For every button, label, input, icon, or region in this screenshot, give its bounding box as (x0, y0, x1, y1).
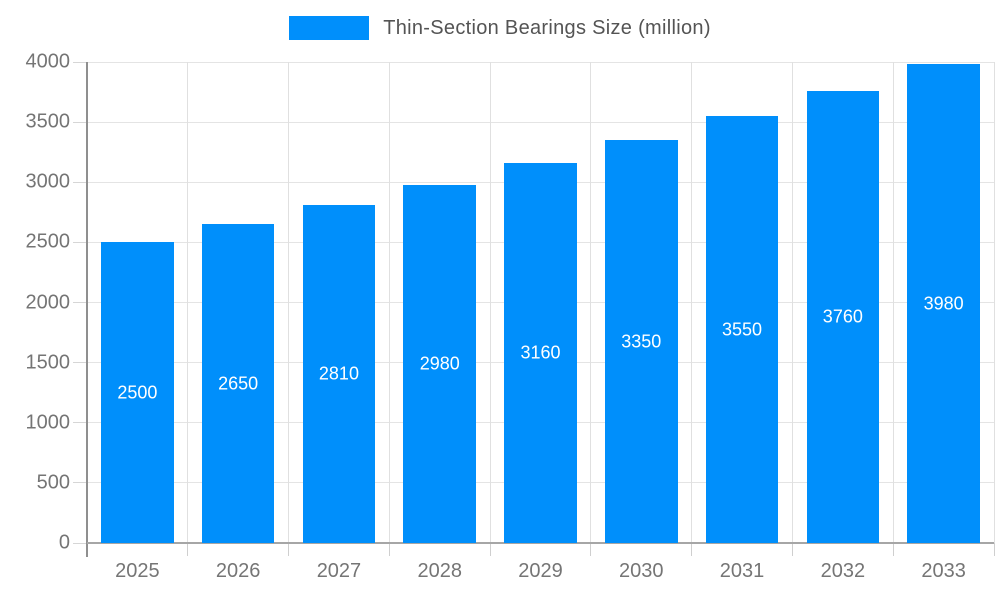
x-axis-tick-label: 2026 (215, 560, 261, 582)
x-axis-line (87, 542, 994, 544)
x-gridline (691, 62, 693, 543)
x-gridline (791, 62, 793, 543)
x-gridline (288, 62, 290, 543)
x-axis-tick (892, 543, 894, 556)
bar[interactable] (907, 64, 980, 543)
bar-value-label: 2980 (419, 353, 460, 374)
y-axis-tick (73, 61, 87, 63)
y-axis-tick-label: 2500 (25, 230, 71, 253)
bar[interactable] (705, 116, 779, 543)
bar[interactable] (806, 90, 880, 543)
x-gridline (187, 62, 189, 543)
bar-value-label: 3350 (621, 331, 662, 352)
x-gridline (892, 62, 894, 543)
y-axis-tick (73, 362, 87, 364)
bar[interactable] (403, 184, 476, 543)
x-axis-tick (489, 543, 491, 556)
bar[interactable] (201, 224, 275, 543)
y-axis-tick (73, 181, 87, 183)
bar-value-label: 2500 (117, 382, 158, 403)
y-axis-tick (73, 241, 87, 243)
y-gridline (87, 61, 994, 63)
y-axis-tick (73, 302, 87, 303)
y-axis-tick-label: 1500 (25, 351, 71, 374)
x-axis-tick (993, 543, 995, 556)
bar[interactable] (302, 205, 376, 543)
x-axis-tick-label: 2029 (518, 560, 563, 582)
bar[interactable] (101, 242, 174, 543)
x-axis-tick (691, 543, 693, 556)
legend-swatch (289, 16, 370, 40)
x-axis-tick-label: 2027 (316, 560, 362, 582)
y-axis-tick-label: 2000 (25, 291, 71, 313)
bar-value-label: 2810 (318, 363, 359, 384)
x-axis-tick (187, 543, 189, 556)
y-axis-tick (73, 121, 87, 123)
y-axis-line (86, 62, 88, 557)
legend-label: Thin-Section Bearings Size (million) (383, 16, 711, 39)
x-axis-tick (388, 543, 390, 556)
bar-value-label: 3160 (520, 342, 561, 363)
bar-value-label: 3980 (923, 293, 964, 314)
bar-value-label: 3550 (722, 319, 763, 340)
x-gridline (489, 62, 491, 543)
x-axis-tick (288, 543, 290, 556)
legend[interactable]: Thin-Section Bearings Size (million) (0, 16, 1000, 40)
x-axis-tick-label: 2025 (115, 560, 160, 582)
y-axis-tick (73, 422, 87, 424)
bar-value-label: 2650 (218, 373, 259, 394)
x-axis-tick (791, 543, 793, 556)
y-gridline (87, 121, 994, 123)
x-gridline (388, 62, 390, 543)
y-axis-tick-label: 500 (36, 471, 70, 494)
x-gridline (993, 62, 995, 543)
bar[interactable] (504, 163, 577, 543)
x-gridline (590, 62, 592, 543)
x-axis-tick-label: 2031 (719, 560, 765, 582)
y-axis-tick-label: 4000 (25, 50, 71, 73)
y-axis-tick-label: 1000 (25, 411, 71, 434)
y-axis-tick-label: 3000 (25, 170, 71, 193)
x-axis-tick-label: 2032 (820, 560, 866, 582)
y-axis-tick (73, 482, 87, 484)
bar-value-label: 3760 (822, 306, 863, 327)
x-axis-tick-label: 2030 (619, 560, 664, 582)
x-axis-tick-label: 2033 (921, 560, 966, 582)
bar[interactable] (605, 140, 678, 543)
x-axis-tick-label: 2028 (417, 560, 462, 582)
y-axis-tick-label: 3500 (25, 110, 71, 133)
y-axis-tick-label: 0 (58, 531, 70, 554)
y-axis-tick (73, 542, 87, 544)
x-axis-tick (590, 543, 592, 556)
